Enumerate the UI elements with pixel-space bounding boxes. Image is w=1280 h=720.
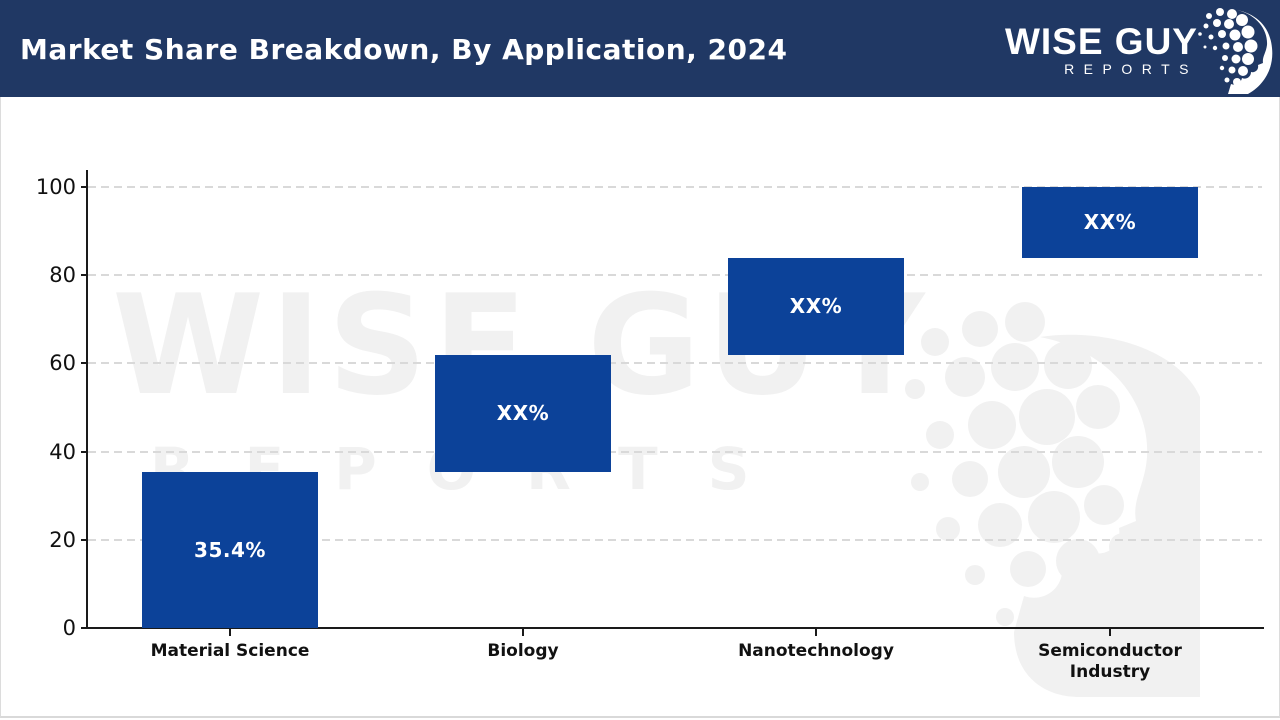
- y-gridline: [88, 538, 1262, 541]
- y-tick-mark: [81, 362, 88, 365]
- brand-logo-text: WISE GUY REPORTS: [1004, 20, 1198, 77]
- x-category-label: Material Science: [150, 641, 310, 661]
- bar-segment: XX%: [1022, 187, 1198, 258]
- page-title: Market Share Breakdown, By Application, …: [20, 33, 788, 66]
- x-tick-mark: [229, 629, 231, 636]
- y-gridline: [88, 362, 1262, 365]
- bar-segment: 35.4%: [142, 471, 318, 628]
- y-tick-mark: [81, 274, 88, 277]
- x-tick-mark: [815, 629, 817, 636]
- brand-logo: WISE GUY REPORTS: [1005, 4, 1274, 94]
- x-tick-mark: [522, 629, 524, 636]
- brand-name: WISE GUY: [1004, 20, 1198, 62]
- y-gridline: [88, 186, 1262, 188]
- bar-value-label: XX%: [789, 294, 843, 319]
- y-tick-label: 60: [49, 351, 76, 376]
- y-axis-line: [86, 170, 88, 628]
- x-axis-line: [86, 627, 1264, 629]
- x-category-label: Nanotechnology: [738, 641, 894, 661]
- bar-segment: XX%: [728, 257, 904, 355]
- x-category-label: Biology: [487, 641, 559, 661]
- bar-segment: XX%: [435, 354, 611, 472]
- x-category-label: Semiconductor Industry: [1038, 641, 1182, 682]
- wise-guy-face-icon: [1198, 8, 1273, 94]
- x-tick-mark: [1109, 629, 1111, 636]
- y-tick-mark: [81, 450, 88, 453]
- y-tick-label: 20: [49, 527, 76, 552]
- y-gridline: [88, 450, 1262, 453]
- bar-value-label: 35.4%: [194, 537, 266, 562]
- watermark-face-icon: [905, 302, 1200, 697]
- y-tick-mark: [81, 538, 88, 541]
- y-tick-label: 80: [49, 263, 76, 288]
- y-tick-label: 100: [35, 175, 76, 199]
- header: Market Share Breakdown, By Application, …: [0, 0, 1280, 97]
- y-tick-mark: [81, 627, 88, 629]
- bar-value-label: XX%: [496, 401, 550, 426]
- y-tick-label: 0: [62, 616, 76, 640]
- bar-value-label: XX%: [1083, 210, 1137, 235]
- y-tick-label: 40: [49, 439, 76, 464]
- y-gridline: [88, 274, 1262, 277]
- brand-subtitle: REPORTS: [1064, 60, 1198, 77]
- y-tick-mark: [81, 186, 88, 188]
